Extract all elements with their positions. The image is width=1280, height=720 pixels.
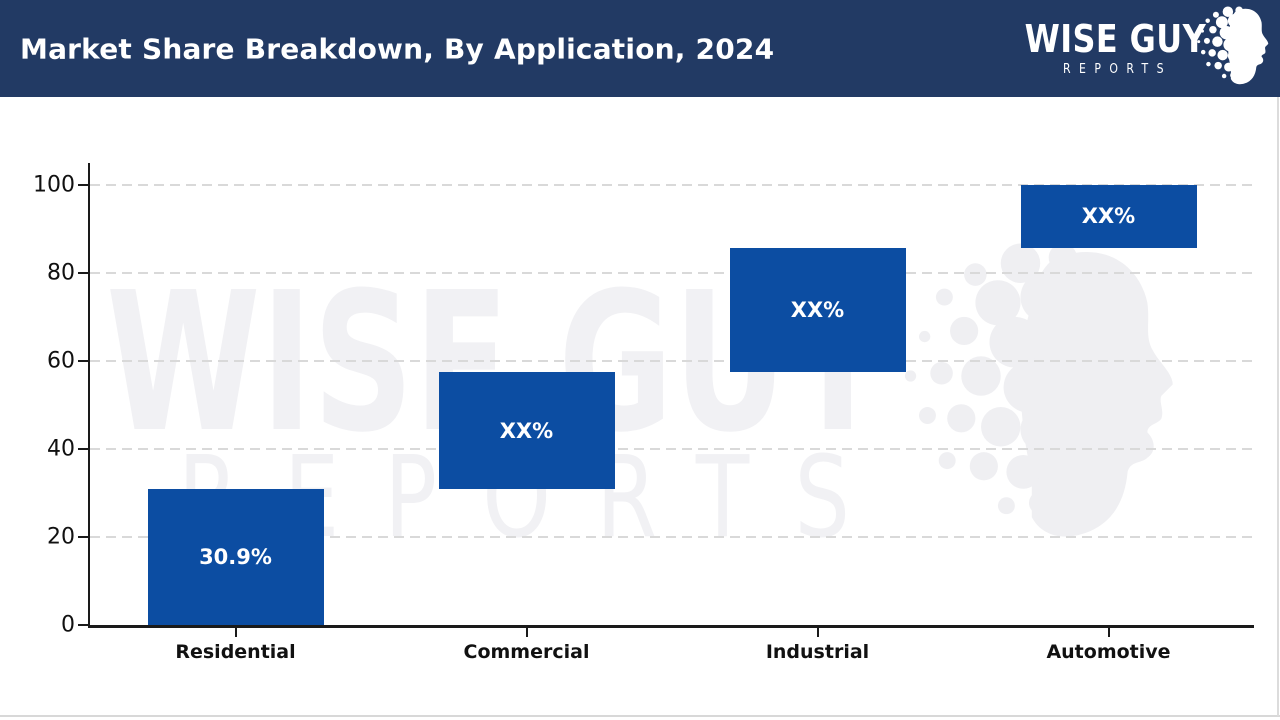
brand-logo-text: WISE GUY REPORTS [1024, 20, 1206, 77]
bar-automotive: XX% [1020, 185, 1197, 248]
y-tick-label-60: 60 [47, 348, 75, 374]
bottom-border-line [0, 715, 1280, 717]
y-tick-80 [78, 272, 88, 274]
chart-title: Market Share Breakdown, By Application, … [20, 32, 775, 65]
y-tick-label-0: 0 [61, 612, 75, 638]
x-tick-industrial [816, 628, 819, 637]
bar-industrial: XX% [729, 247, 906, 373]
gridline-20 [90, 536, 1254, 538]
x-tick-label-industrial: Industrial [765, 641, 870, 663]
y-tick-label-80: 80 [47, 260, 75, 286]
gridline-100 [90, 184, 1254, 186]
brand-logo: WISE GUY REPORTS [990, 5, 1272, 91]
brand-subname: REPORTS [1062, 61, 1172, 77]
y-tick-20 [78, 536, 88, 538]
x-tick-label-commercial: Commercial [463, 641, 590, 663]
gridline-80 [90, 272, 1254, 274]
y-tick-label-100: 100 [33, 172, 75, 198]
bar-value-label-industrial: XX% [790, 298, 845, 323]
brand-name: WISE GUY [1024, 16, 1206, 61]
x-tick-commercial [525, 628, 528, 637]
y-tick-100 [78, 184, 88, 186]
x-tick-automotive [1107, 628, 1110, 637]
bar-value-label-automotive: XX% [1081, 204, 1136, 229]
x-tick-label-residential: Residential [175, 641, 296, 663]
gridline-40 [90, 448, 1254, 450]
y-tick-40 [78, 448, 88, 450]
plot-area: 0 20 40 60 80 100 30.9% Residential XX% Commercia… [33, 163, 1254, 663]
right-border-line [1277, 97, 1279, 716]
bar-value-label-commercial: XX% [499, 418, 554, 443]
bar-value-label-residential: 30.9% [199, 545, 272, 570]
header-bar: Market Share Breakdown, By Application, … [0, 0, 1280, 97]
bar-residential: 30.9% [147, 489, 324, 625]
y-tick-0 [78, 624, 88, 626]
y-tick-60 [78, 360, 88, 362]
y-tick-label-40: 40 [47, 436, 75, 462]
gridline-60 [90, 360, 1254, 362]
y-tick-label-20: 20 [47, 524, 75, 550]
bar-commercial: XX% [438, 372, 615, 490]
x-tick-label-automotive: Automotive [1046, 641, 1171, 663]
x-tick-residential [234, 628, 237, 637]
